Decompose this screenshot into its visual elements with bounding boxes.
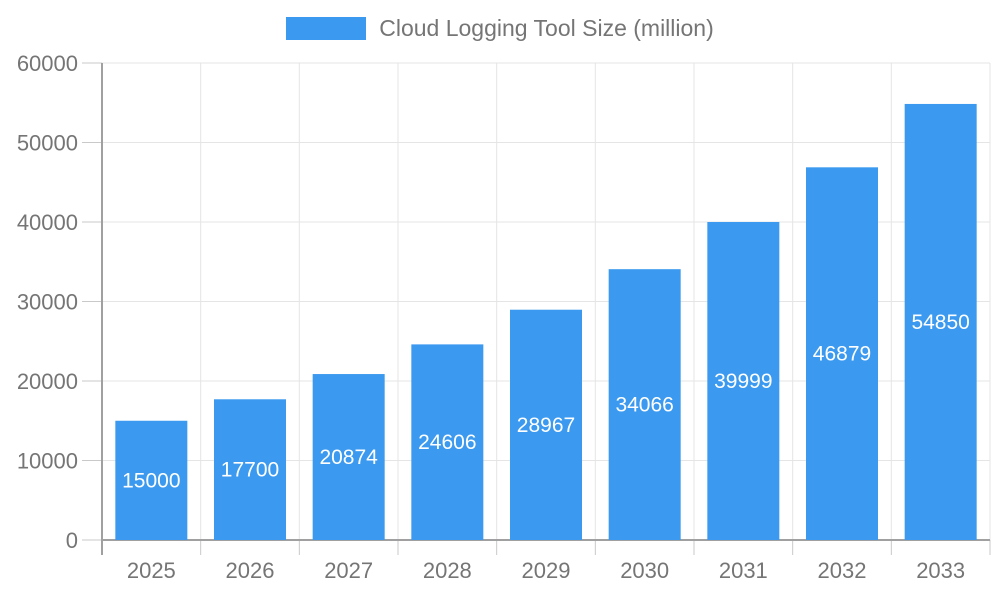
x-axis-label: 2025 <box>127 558 176 583</box>
y-axis-label: 20000 <box>17 369 78 394</box>
x-axis-label: 2027 <box>324 558 373 583</box>
legend[interactable]: Cloud Logging Tool Size (million) <box>0 17 1000 40</box>
y-axis-label: 40000 <box>17 210 78 235</box>
x-axis-label: 2029 <box>522 558 571 583</box>
bar-2027[interactable] <box>312 374 385 540</box>
y-axis-label: 30000 <box>17 290 78 315</box>
legend-label: Cloud Logging Tool Size (million) <box>379 15 714 41</box>
bar-2033[interactable] <box>904 103 977 540</box>
bar-value-label: 54850 <box>911 311 969 334</box>
x-axis-label: 2031 <box>719 558 768 583</box>
bar-value-label: 15000 <box>122 469 180 492</box>
bar-value-label: 28967 <box>517 414 575 437</box>
x-axis-label: 2026 <box>226 558 275 583</box>
bar-value-label: 34066 <box>615 394 673 417</box>
bar-2030[interactable] <box>608 269 681 540</box>
bar-2028[interactable] <box>411 344 484 540</box>
bar-2026[interactable] <box>214 399 286 540</box>
y-axis-label: 0 <box>66 528 78 553</box>
bar-value-label: 24606 <box>418 431 476 454</box>
bar-value-label: 17700 <box>221 459 279 482</box>
bar-2029[interactable] <box>510 309 582 540</box>
y-axis-label: 50000 <box>17 131 78 156</box>
y-axis-label: 10000 <box>17 449 78 474</box>
x-axis-label: 2028 <box>423 558 472 583</box>
bar-value-label: 39999 <box>714 370 772 393</box>
x-axis-label: 2032 <box>818 558 867 583</box>
x-axis-label: 2033 <box>916 558 965 583</box>
x-axis-label: 2030 <box>620 558 669 583</box>
bar-2031[interactable] <box>707 222 780 541</box>
y-axis-label: 60000 <box>17 51 78 76</box>
bar-value-label: 20874 <box>319 446 378 469</box>
bar-2025[interactable] <box>115 420 188 540</box>
bar-2032[interactable] <box>806 167 878 540</box>
legend-swatch-icon <box>286 17 367 40</box>
bar-value-label: 46879 <box>813 343 871 366</box>
